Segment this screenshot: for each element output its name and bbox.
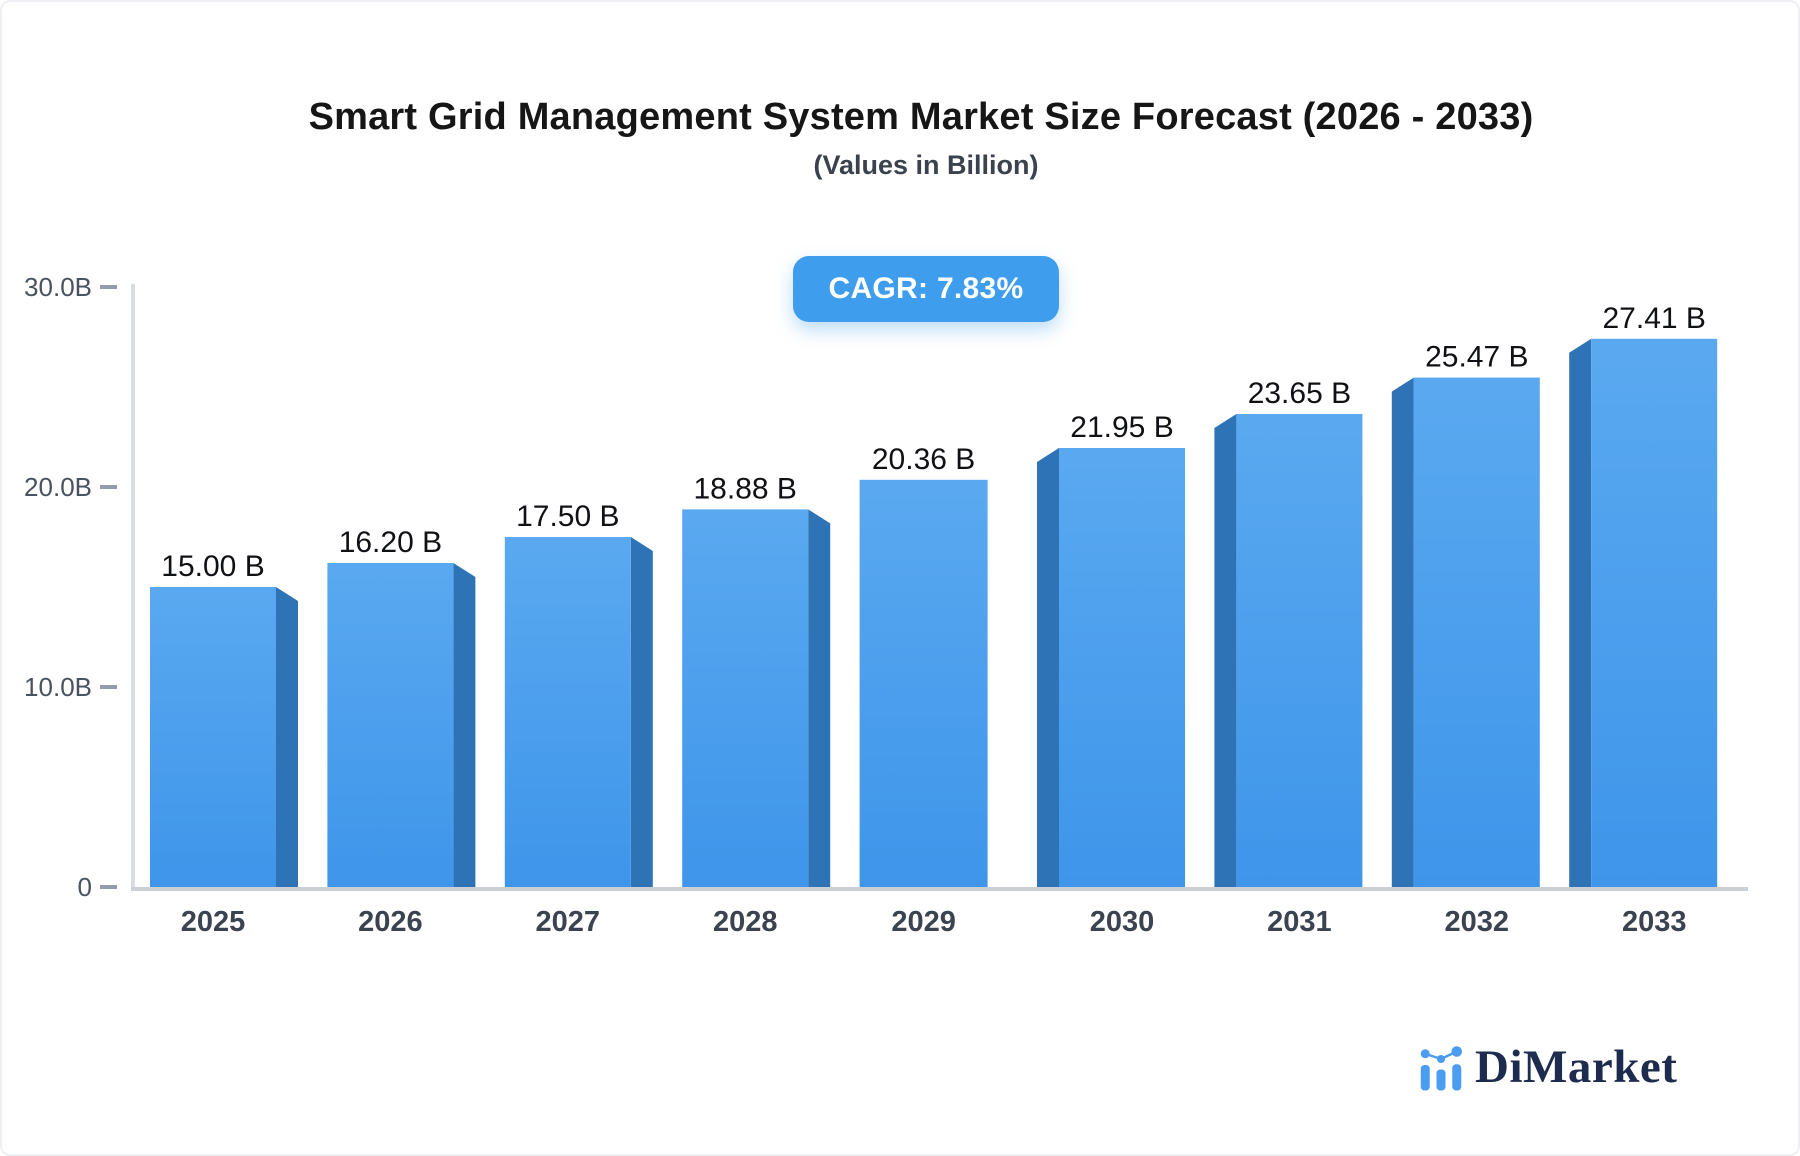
bar-side-face xyxy=(808,509,831,887)
bar-value-label: 21.95 B xyxy=(1070,411,1173,444)
bar-value-label: 15.00 B xyxy=(161,550,264,583)
bar xyxy=(1413,377,1540,887)
x-axis-label: 2027 xyxy=(536,906,601,938)
bar-group-2026: 16.20 B 2026 xyxy=(327,526,476,938)
bar-side-face xyxy=(453,563,476,887)
bar-group-2029: 20.36 B 2029 xyxy=(859,443,988,938)
y-tick-label: 30.0B xyxy=(24,272,92,302)
brand-logo: DiMarket xyxy=(1418,1036,1677,1094)
bar-side-face xyxy=(1569,338,1592,887)
x-axis-label: 2025 xyxy=(181,906,246,938)
y-tick-label: 10.0B xyxy=(24,672,92,702)
bar-group-2027: 17.50 B 2027 xyxy=(504,500,653,938)
x-axis-label: 2032 xyxy=(1445,906,1510,938)
cagr-badge-label: CAGR: 7.83% xyxy=(828,272,1024,305)
bar-group-2025: 15.00 B 2025 xyxy=(150,550,298,938)
x-axis-label: 2033 xyxy=(1622,906,1687,938)
chart-title: Smart Grid Management System Market Size… xyxy=(308,96,1534,138)
bar xyxy=(504,537,631,887)
bar xyxy=(1236,414,1363,887)
chart-subtitle: (Values in Billion) xyxy=(813,150,1039,180)
y-tick-label: 0 xyxy=(78,872,92,902)
bar-value-label: 17.50 B xyxy=(516,500,619,533)
bar-group-2032: 25.47 B 2032 xyxy=(1391,341,1540,938)
bar-value-label: 23.65 B xyxy=(1248,377,1351,410)
bar-group-2030: 21.95 B 2030 xyxy=(1037,411,1185,938)
bar xyxy=(859,479,988,887)
brand-logo-text: DiMarket xyxy=(1475,1041,1678,1094)
bar-group-2033: 27.41 B 2033 xyxy=(1569,302,1718,938)
x-axis-label: 2030 xyxy=(1090,906,1155,938)
y-tick-label: 20.0B xyxy=(24,472,92,502)
cagr-badge: CAGR: 7.83% xyxy=(793,256,1059,322)
x-axis-label: 2028 xyxy=(713,906,778,938)
x-axis-label: 2031 xyxy=(1267,906,1332,938)
bar-group-2028: 18.88 B 2028 xyxy=(682,472,831,938)
bar-side-face xyxy=(276,587,298,887)
bar xyxy=(150,587,276,887)
bar-value-label: 20.36 B xyxy=(872,443,975,476)
x-axis-label: 2029 xyxy=(891,906,956,938)
bar xyxy=(327,563,454,887)
bar-side-face xyxy=(1037,448,1059,887)
bar-value-label: 25.47 B xyxy=(1425,341,1528,374)
bar-value-label: 16.20 B xyxy=(339,526,442,559)
bar xyxy=(682,509,809,887)
bar xyxy=(1591,338,1718,887)
bar-group-2031: 23.65 B 2031 xyxy=(1214,377,1363,938)
bar-value-label: 18.88 B xyxy=(693,472,796,505)
bar-side-face xyxy=(1391,377,1414,887)
x-axis-label: 2026 xyxy=(358,906,423,938)
bar-side-face xyxy=(1214,414,1237,887)
mini-bar-chart-icon xyxy=(1420,1046,1462,1091)
bar-value-label: 27.41 B xyxy=(1602,302,1705,335)
bar xyxy=(1059,448,1185,887)
bar-side-face xyxy=(630,537,653,887)
